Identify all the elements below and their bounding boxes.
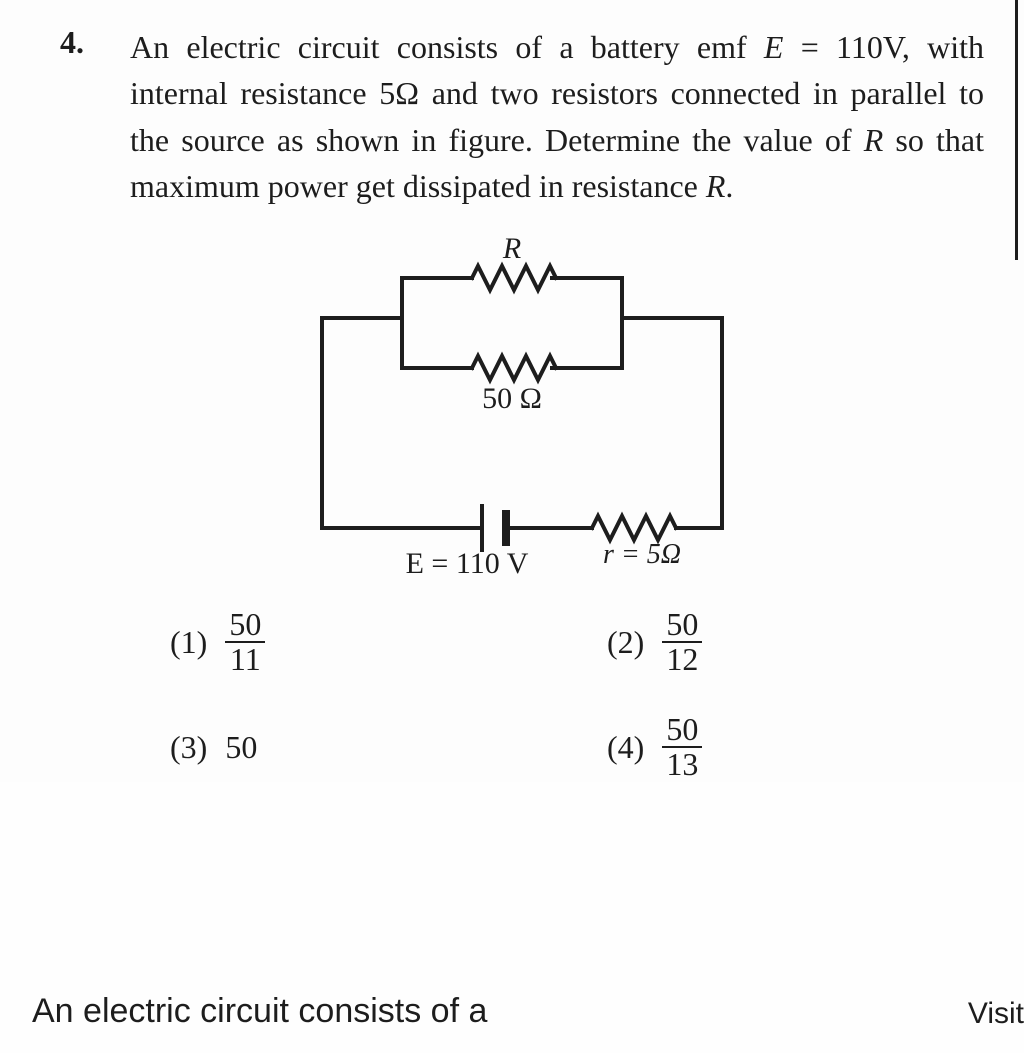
option-1-fraction: 50 11 xyxy=(225,608,265,677)
qtext-R: R xyxy=(864,122,884,158)
circuit-figure: R 50 Ω E = 110 V r = 5Ω xyxy=(60,228,984,588)
question-number: 4. xyxy=(60,24,100,61)
visit-link[interactable]: Visit xyxy=(968,997,1024,1031)
circuit-label-50ohm: 50 Ω xyxy=(482,382,542,415)
option-1-den: 11 xyxy=(226,643,265,677)
option-2-num: 50 xyxy=(662,608,702,642)
question-row: 4. An electric circuit consists of a bat… xyxy=(60,24,984,210)
option-3: (3) 50 xyxy=(170,713,487,782)
circuit-svg: R 50 Ω E = 110 V r = 5Ω xyxy=(262,228,782,588)
option-4-label: (4) xyxy=(607,729,644,766)
qtext-E: E xyxy=(764,29,784,65)
option-3-value: 50 xyxy=(225,729,257,766)
page-container: 4. An electric circuit consists of a bat… xyxy=(0,0,1024,782)
option-4-num: 50 xyxy=(662,713,702,747)
question-text: An electric circuit consists of a batter… xyxy=(130,24,984,210)
option-2-label: (2) xyxy=(607,624,644,661)
option-1: (1) 50 11 xyxy=(170,608,487,677)
options-grid: (1) 50 11 (2) 50 12 (3) 50 (4) 50 13 xyxy=(60,608,984,782)
option-2-fraction: 50 12 xyxy=(662,608,702,677)
option-4-den: 13 xyxy=(662,748,702,782)
option-2-den: 12 xyxy=(662,643,702,677)
page-right-border xyxy=(1015,0,1018,260)
option-1-num: 50 xyxy=(225,608,265,642)
option-4: (4) 50 13 xyxy=(607,713,924,782)
option-2: (2) 50 12 xyxy=(607,608,924,677)
circuit-label-r: r = 5Ω xyxy=(603,539,681,570)
qtext-part1: An electric circuit consists of a batter… xyxy=(130,29,764,65)
circuit-label-R: R xyxy=(502,232,521,265)
qtext-R2: R xyxy=(706,168,726,204)
circuit-label-emf: E = 110 V xyxy=(406,547,529,580)
option-1-label: (1) xyxy=(170,624,207,661)
qtext-period: . xyxy=(725,168,733,204)
option-3-label: (3) xyxy=(170,729,207,766)
footer-question-snippet: An electric circuit consists of a xyxy=(32,992,487,1031)
option-4-fraction: 50 13 xyxy=(662,713,702,782)
